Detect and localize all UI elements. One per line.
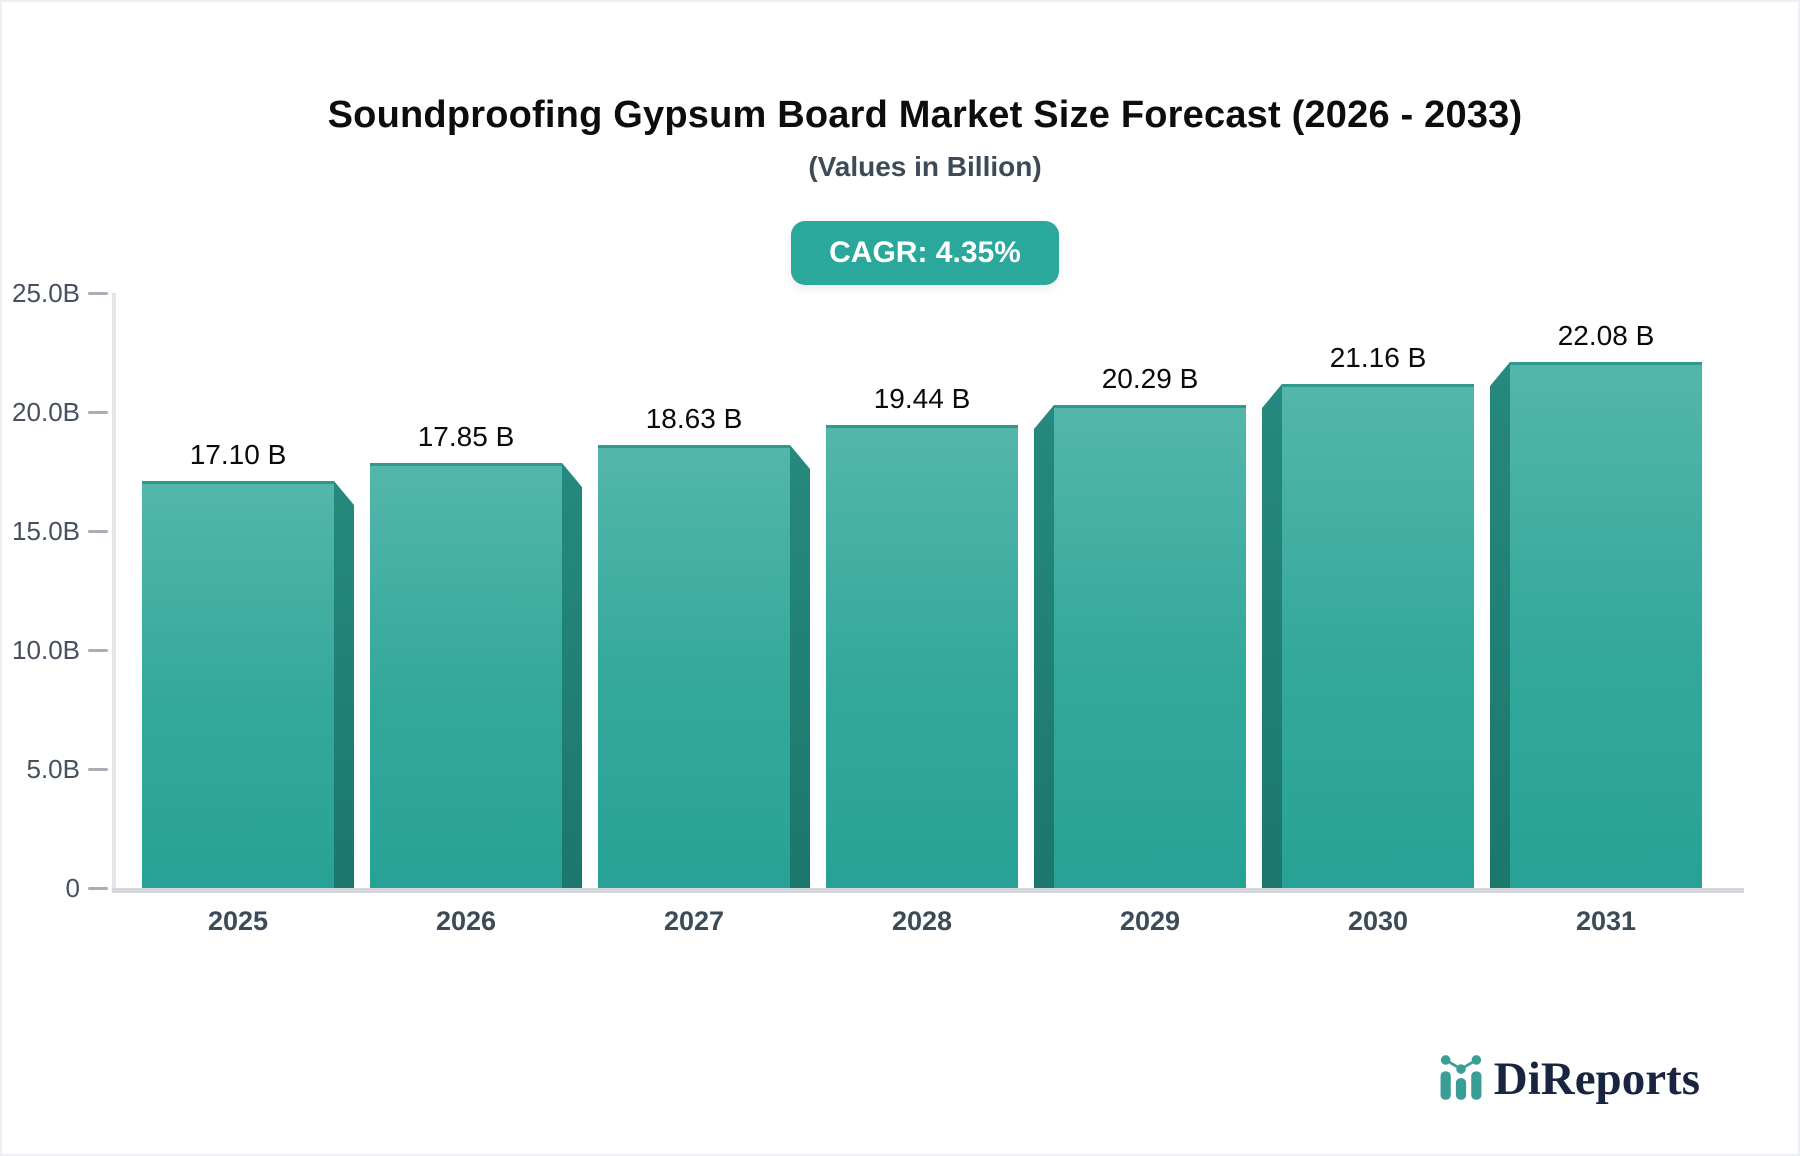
bar-face-2028	[826, 425, 1018, 888]
bar-value-label-2028: 19.44 B	[873, 383, 971, 414]
y-tick-mark	[88, 410, 108, 414]
bar-face-2025	[142, 481, 334, 888]
y-axis-line	[112, 293, 116, 888]
x-tick-label-2027: 2027	[663, 906, 725, 936]
bar-value-label-2031: 22.08 B	[1557, 320, 1655, 351]
chart-subtitle: (Values in Billion)	[808, 151, 1042, 182]
x-tick-label-2030: 2030	[1347, 906, 1409, 936]
chart-header: Soundproofing Gypsum Board Market Size F…	[52, 2, 1798, 285]
chart-title: Soundproofing Gypsum Board Market Size F…	[327, 94, 1523, 136]
bar-face-2026	[370, 463, 562, 888]
bar-2031[interactable]: 22.08 B	[1490, 320, 1702, 888]
x-tick-label-2025: 2025	[207, 906, 269, 936]
bar-2029[interactable]: 20.29 B	[1034, 363, 1246, 888]
bar-side-shade	[1490, 362, 1510, 888]
y-tick-mark	[88, 886, 108, 890]
bar-value-label-2027: 18.63 B	[645, 403, 743, 434]
x-axis-baseline	[112, 888, 1744, 893]
y-tick-mark	[88, 529, 108, 533]
cagr-badge-wrap: CAGR: 4.35%	[52, 221, 1798, 285]
bar-face-2027	[598, 445, 790, 888]
bar-side-shade	[1034, 405, 1054, 888]
bar-face-2031	[1510, 362, 1702, 888]
y-tick-mark	[88, 291, 108, 295]
bar-side-shade	[562, 463, 582, 888]
y-tick-label-10.0B: 10.0B	[12, 635, 80, 665]
y-tick-label-25.0B: 25.0B	[12, 278, 80, 308]
y-tick-label-20.0B: 20.0B	[12, 397, 80, 427]
bar-2027[interactable]: 18.63 B	[598, 403, 810, 888]
bar-side-shade	[790, 445, 810, 888]
x-tick-label-2026: 2026	[435, 906, 497, 936]
bar-2030[interactable]: 21.16 B	[1262, 342, 1474, 888]
x-tick-label-2029: 2029	[1119, 906, 1181, 936]
bar-side-shade	[334, 481, 354, 888]
bar-face-2029	[1054, 405, 1246, 888]
bar-value-label-2030: 21.16 B	[1329, 342, 1427, 373]
cagr-badge: CAGR: 4.35%	[791, 221, 1059, 285]
x-tick-label-2031: 2031	[1575, 906, 1637, 936]
bar-2025[interactable]: 17.10 B	[142, 439, 354, 888]
y-tick-label-5.0B: 5.0B	[26, 754, 81, 784]
y-tick-label-0: 0	[65, 873, 80, 903]
bar-value-label-2029: 20.29 B	[1101, 363, 1199, 394]
bar-value-label-2026: 17.85 B	[417, 421, 515, 452]
x-tick-label-2028: 2028	[891, 906, 953, 936]
bar-side-shade	[1262, 384, 1282, 888]
bar-2028[interactable]: 19.44 B	[826, 383, 1018, 888]
bar-face-2030	[1282, 384, 1474, 888]
y-tick-mark	[88, 767, 108, 771]
bar-2026[interactable]: 17.85 B	[370, 421, 582, 888]
y-tick-mark	[88, 648, 108, 652]
y-tick-label-15.0B: 15.0B	[12, 516, 80, 546]
brand-logo-text: DiReports	[1493, 1053, 1700, 1106]
bar-value-label-2025: 17.10 B	[189, 439, 287, 470]
brand-logo: DiReports	[1438, 1052, 1700, 1106]
bar-chart-trend-icon	[1440, 1055, 1482, 1100]
